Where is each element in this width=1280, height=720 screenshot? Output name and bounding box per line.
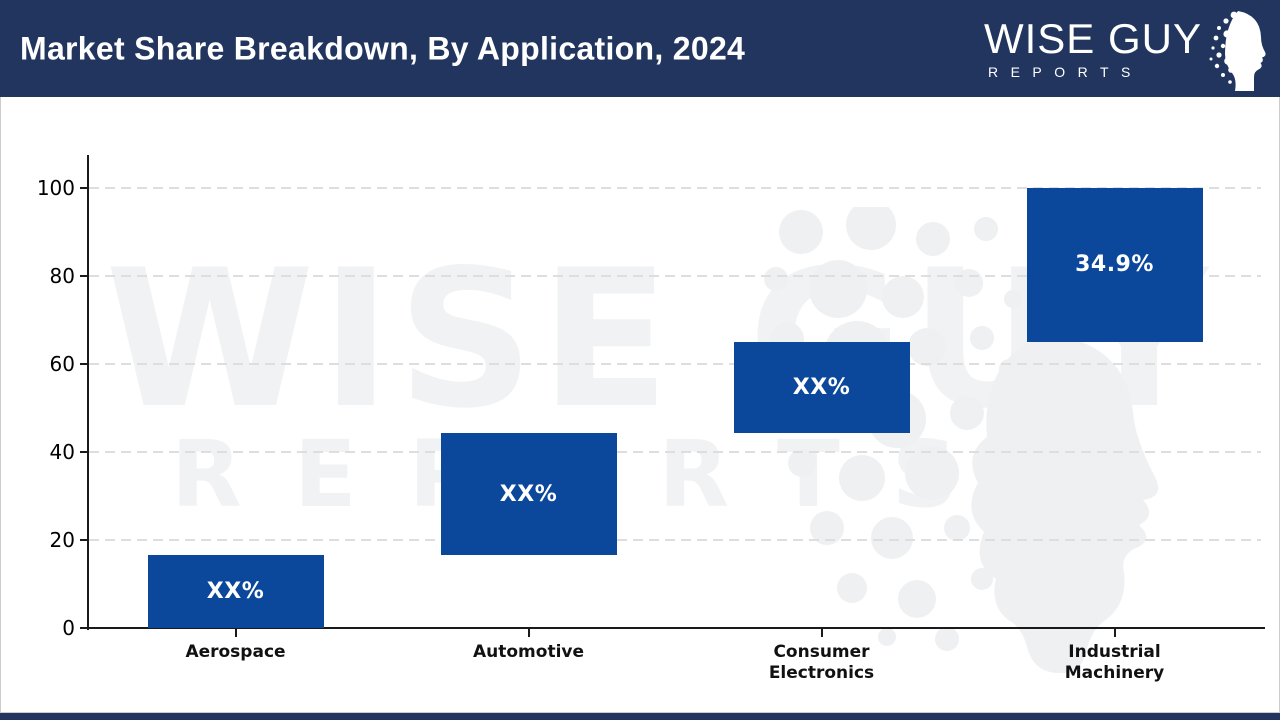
bar-consumer-electronics: XX% [733,341,910,433]
logo-text: WISE GUY REPORTS [983,14,1202,80]
x-tick-mark [820,629,823,637]
bar-industrial-machinery: 34.9% [1026,188,1203,342]
plot-area: WISE GUY REPORTS [0,97,1280,713]
bar-automotive: XX% [440,432,617,556]
x-tick-label: Aerospace [185,642,286,662]
gridline-40 [89,451,1261,453]
y-tick-label: 60 [49,352,75,376]
footer-bar [0,713,1280,720]
y-tick-mark [80,187,88,189]
y-tick-label: 20 [49,528,75,552]
gridline-60 [89,363,1261,365]
wise-guy-reports-logo: WISE GUY REPORTS [984,7,1268,91]
bar-value-label: XX% [792,374,851,400]
y-tick-label: 40 [49,440,75,464]
x-tick-label: Industrial Machinery [1064,642,1165,684]
logo-subtitle: REPORTS [987,63,1143,80]
y-tick-mark [80,451,88,453]
y-tick-label: 0 [62,616,75,640]
bar-aerospace: XX% [147,555,324,628]
y-tick-label: 80 [49,264,75,288]
x-tick-label: Automotive [472,642,585,662]
logo-wordmark: WISE GUY [983,14,1202,62]
gridline-20 [89,539,1261,541]
y-tick-label: 100 [36,176,75,200]
y-tick-mark [80,627,88,629]
gridline-100 [89,187,1261,189]
bar-value-label: 34.9% [1075,252,1154,278]
x-tick-mark [1113,629,1116,637]
chart-title: Market Share Breakdown, By Application, … [20,30,746,66]
logo-head-icon [1209,10,1266,91]
y-axis [87,155,89,630]
x-tick-mark [234,629,237,637]
bar-value-label: XX% [499,481,558,507]
y-tick-mark [80,363,88,365]
bar-value-label: XX% [206,579,265,605]
gridline-80 [89,275,1261,277]
x-tick-mark [527,629,530,637]
x-tick-label: Consumer Electronics [768,642,875,684]
header-bar: Market Share Breakdown, By Application, … [0,0,1280,97]
y-tick-mark [80,275,88,277]
y-tick-mark [80,539,88,541]
x-axis [87,627,1265,629]
